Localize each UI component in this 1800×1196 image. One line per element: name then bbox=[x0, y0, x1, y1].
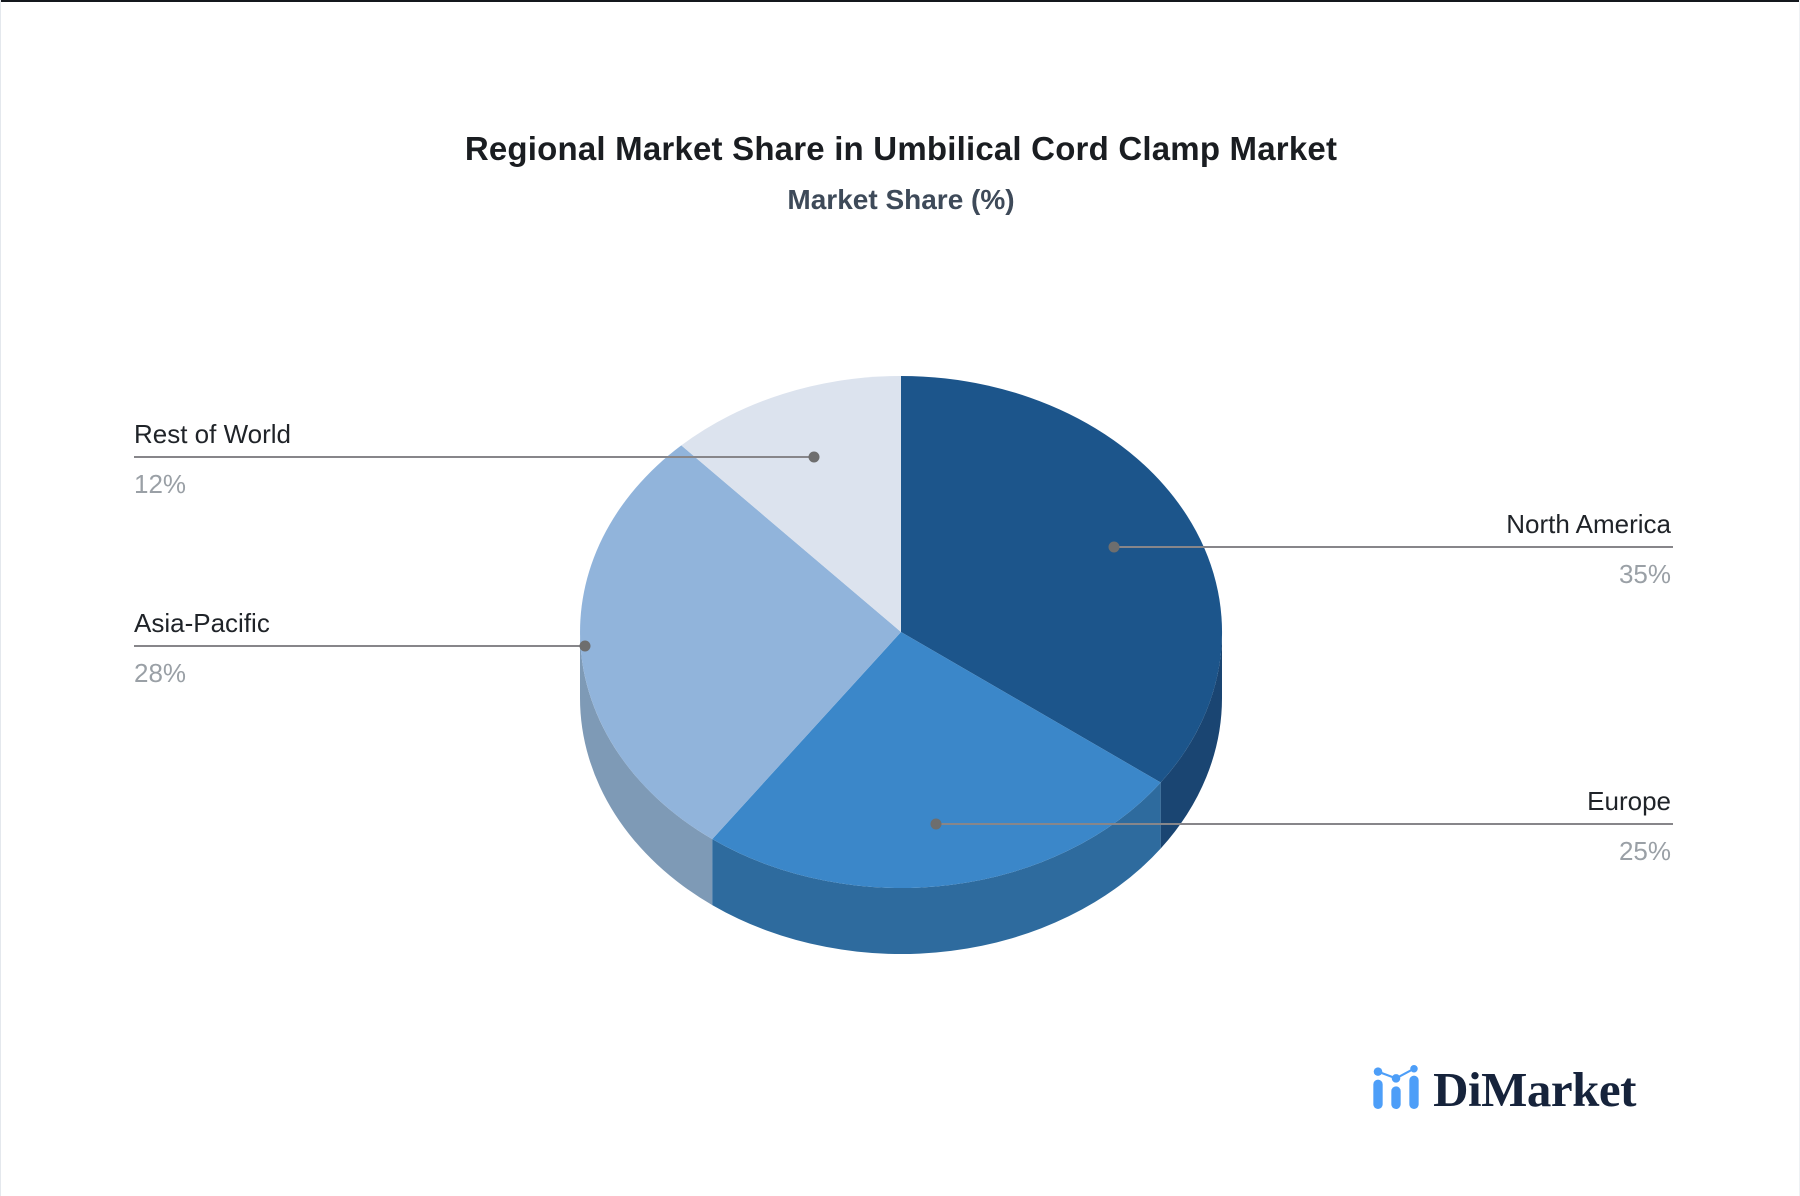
pie-slice-north-america-side bbox=[1160, 632, 1222, 849]
pie-slice-europe-side bbox=[712, 782, 1161, 955]
leader-dot-north-america bbox=[1108, 541, 1120, 553]
slice-label-rest-of-world: Rest of World bbox=[134, 419, 292, 449]
slice-label-europe: Europe bbox=[1587, 786, 1671, 816]
slice-value-europe: 25% bbox=[1618, 836, 1671, 866]
chart-title: Regional Market Share in Umbilical Cord … bbox=[464, 130, 1338, 167]
pie-slice-north-america[interactable] bbox=[901, 376, 1223, 783]
pie-slice-rest-of-world[interactable] bbox=[681, 376, 901, 632]
slice-value-rest-of-world: 12% bbox=[134, 469, 187, 499]
chart-subtitle: Market Share (%) bbox=[787, 184, 1015, 215]
leader-dot-asia-pacific bbox=[579, 640, 591, 652]
pie-slice-asia-pacific-side bbox=[580, 632, 713, 906]
window-top-edge bbox=[1, 0, 1799, 2]
dimarket-logo-text: DiMarket bbox=[1433, 1062, 1636, 1117]
leader-dot-rest-of-world bbox=[808, 451, 820, 463]
dimarket-logo: DiMarket bbox=[1373, 1065, 1636, 1114]
leader-lines bbox=[134, 456, 1673, 825]
slice-value-north-america: 35% bbox=[1618, 559, 1671, 589]
pie-slice-asia-pacific[interactable] bbox=[580, 445, 901, 840]
slice-label-north-america: North America bbox=[1506, 509, 1671, 539]
slice-label-asia-pacific: Asia-Pacific bbox=[134, 608, 270, 638]
leader-dots bbox=[579, 451, 1120, 830]
leader-dot-europe bbox=[930, 818, 942, 830]
slice-value-asia-pacific: 28% bbox=[134, 658, 187, 688]
dimarket-logo-icon bbox=[1373, 1065, 1419, 1109]
